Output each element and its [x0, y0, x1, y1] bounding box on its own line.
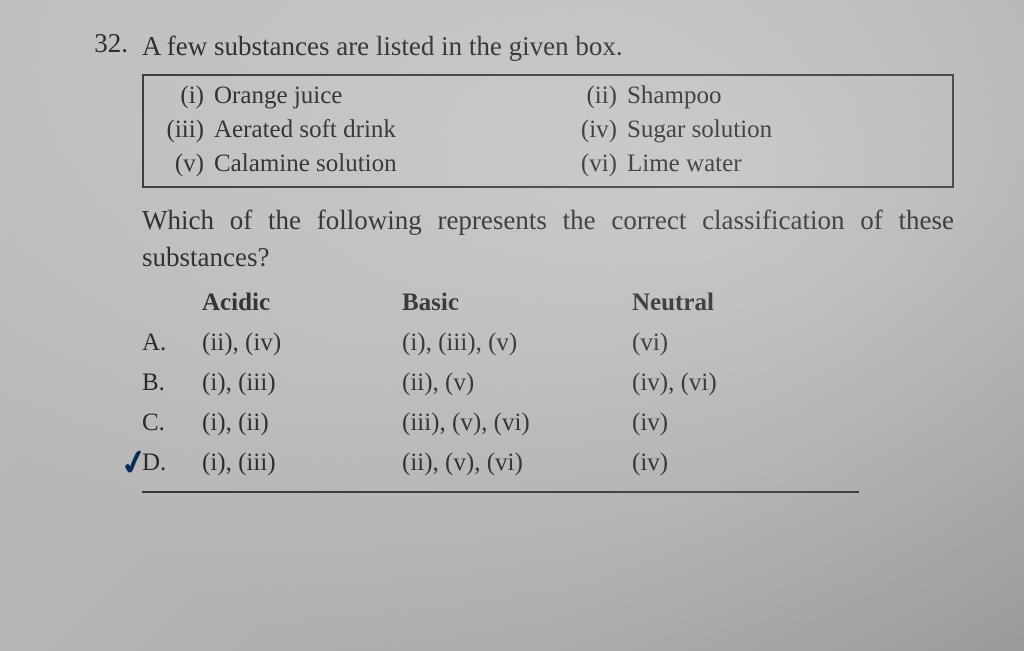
item-text: Shampoo [627, 82, 721, 110]
option-d-neutral: (iv) [632, 449, 812, 477]
list-item: (vi) Lime water [561, 150, 934, 178]
list-item: (i) Orange juice [148, 82, 521, 110]
item-text: Sugar solution [627, 116, 772, 144]
item-text: Aerated soft drink [214, 116, 396, 144]
option-a-basic: (i), (iii), (v) [402, 329, 632, 357]
option-letter-d: ✓ D. [142, 449, 202, 477]
bottom-rule [142, 491, 859, 493]
question-stem: A few substances are listed in the given… [142, 28, 623, 64]
substances-box: (i) Orange juice (ii) Shampoo (iii) Aera… [142, 74, 954, 188]
option-c-basic: (iii), (v), (vi) [402, 409, 632, 437]
option-letter-a: A. [142, 329, 202, 357]
options-table: Acidic Basic Neutral A. (ii), (iv) (i), … [142, 289, 954, 477]
option-d-basic: (ii), (v), (vi) [402, 449, 632, 477]
item-roman: (i) [148, 82, 204, 110]
item-roman: (iii) [148, 116, 204, 144]
item-text: Calamine solution [214, 150, 397, 178]
sub-question: Which of the following represents the co… [142, 202, 954, 275]
header-acidic: Acidic [202, 289, 402, 317]
question-number: 32. [80, 28, 128, 64]
option-a-acidic: (ii), (iv) [202, 329, 402, 357]
list-item: (iii) Aerated soft drink [148, 116, 521, 144]
header-basic: Basic [402, 289, 632, 317]
option-b-acidic: (i), (iii) [202, 369, 402, 397]
option-c-neutral: (iv) [632, 409, 812, 437]
option-letter-c: C. [142, 409, 202, 437]
item-text: Lime water [627, 150, 742, 178]
option-b-neutral: (iv), (vi) [632, 369, 812, 397]
list-item: (ii) Shampoo [561, 82, 934, 110]
option-a-neutral: (vi) [632, 329, 812, 357]
item-roman: (iv) [561, 116, 617, 144]
list-item: (iv) Sugar solution [561, 116, 934, 144]
header-neutral: Neutral [632, 289, 812, 317]
item-roman: (ii) [561, 82, 617, 110]
question-header: 32. A few substances are listed in the g… [80, 28, 954, 64]
item-roman: (vi) [561, 150, 617, 178]
option-c-acidic: (i), (ii) [202, 409, 402, 437]
checkmark-icon: ✓ [116, 441, 152, 486]
question-body: (i) Orange juice (ii) Shampoo (iii) Aera… [142, 74, 954, 477]
option-letter-b: B. [142, 369, 202, 397]
item-text: Orange juice [214, 82, 342, 110]
item-roman: (v) [148, 150, 204, 178]
list-item: (v) Calamine solution [148, 150, 521, 178]
option-b-basic: (ii), (v) [402, 369, 632, 397]
option-d-acidic: (i), (iii) [202, 449, 402, 477]
